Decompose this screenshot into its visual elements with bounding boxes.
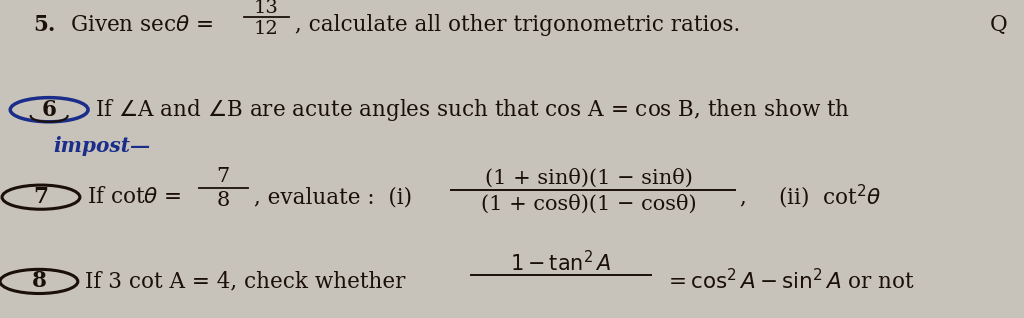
Text: Given sec$\theta$ =: Given sec$\theta$ =	[70, 14, 213, 37]
Text: 12: 12	[254, 20, 279, 38]
Text: (ii)  cot$^2\theta$: (ii) cot$^2\theta$	[778, 183, 882, 211]
Text: If 3 cot A = 4, check whether: If 3 cot A = 4, check whether	[85, 270, 406, 293]
Text: (1 + cosθ)(1 − cosθ): (1 + cosθ)(1 − cosθ)	[481, 195, 696, 214]
Text: If cot$\theta$ =: If cot$\theta$ =	[87, 186, 181, 208]
Text: 5.: 5.	[33, 14, 55, 37]
Text: If $\angle$A and $\angle$B are acute angles such that cos A = cos B, then show t: If $\angle$A and $\angle$B are acute ang…	[95, 97, 850, 123]
Text: , evaluate :  (i): , evaluate : (i)	[254, 186, 412, 208]
Text: 13: 13	[254, 0, 279, 17]
Text: 7: 7	[217, 167, 229, 186]
Text: , calculate all other trigonometric ratios.: , calculate all other trigonometric rati…	[295, 14, 740, 37]
Text: (1 + sinθ)(1 − sinθ): (1 + sinθ)(1 − sinθ)	[484, 169, 693, 188]
Text: $= \cos^2 A - \sin^2 A$ or not: $= \cos^2 A - \sin^2 A$ or not	[664, 269, 914, 294]
Text: impost—: impost—	[53, 136, 151, 156]
Text: ,: ,	[739, 186, 746, 208]
Text: 8: 8	[217, 191, 229, 210]
Text: $1 - \tan^2 A$: $1 - \tan^2 A$	[510, 250, 612, 275]
Text: Q: Q	[989, 14, 1008, 37]
Text: 6: 6	[42, 99, 56, 121]
Text: 7: 7	[34, 186, 48, 208]
Text: 8: 8	[32, 270, 46, 293]
